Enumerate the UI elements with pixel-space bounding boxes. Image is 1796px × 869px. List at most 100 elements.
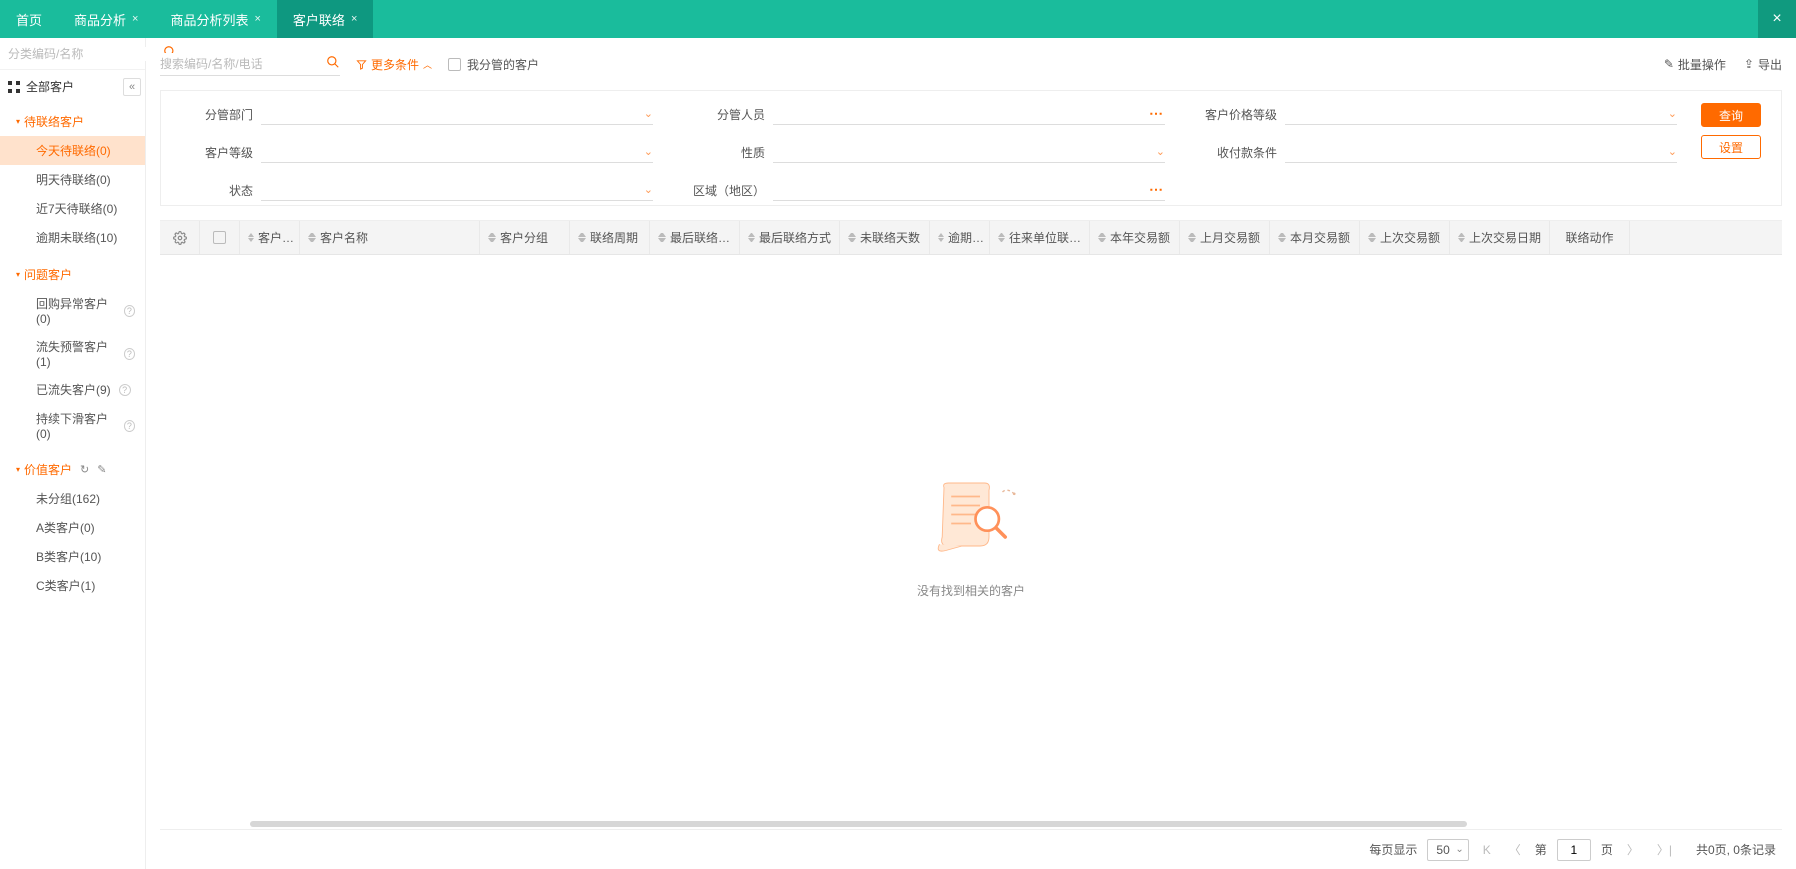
- filter-input[interactable]: ⌄: [1285, 141, 1677, 163]
- sort-icon: [1458, 232, 1465, 244]
- sidebar-collapse-button[interactable]: «: [123, 78, 141, 96]
- filter-input[interactable]: ⌄: [1285, 103, 1677, 125]
- chevron-up-icon: ︿: [423, 58, 432, 71]
- caret-down-icon: ▾: [16, 465, 20, 474]
- empty-illustration-icon: [916, 474, 1026, 564]
- sidebar-item-ungrouped[interactable]: 未分组(162): [0, 484, 145, 513]
- column-label: 上次交易额: [1380, 229, 1440, 246]
- column-label: 最后联络…: [670, 229, 730, 246]
- table-column-header[interactable]: 最后联络…: [650, 221, 740, 254]
- sidebar-item-label: B类客户(10): [36, 548, 101, 565]
- filter-input[interactable]: ⌄: [773, 141, 1165, 163]
- table-column-header[interactable]: 未联络天数: [840, 221, 930, 254]
- sidebar-item-today[interactable]: 今天待联络(0): [0, 136, 145, 165]
- sort-icon: [308, 232, 316, 244]
- more-conditions-toggle[interactable]: 更多条件 ︿: [356, 56, 432, 73]
- query-button[interactable]: 查询: [1701, 103, 1761, 127]
- sort-icon: [938, 232, 944, 244]
- per-page-select[interactable]: 50 ⌄: [1427, 839, 1468, 861]
- per-page-value: 50: [1436, 843, 1449, 857]
- table-column-header[interactable]: 客户分组: [480, 221, 570, 254]
- table-column-header[interactable]: 逾期…: [930, 221, 990, 254]
- filter-input[interactable]: ⌄: [261, 179, 653, 201]
- more-conditions-label: 更多条件: [371, 56, 419, 73]
- table-column-header[interactable]: 上次交易额: [1360, 221, 1450, 254]
- chevron-down-icon: ⌄: [644, 183, 653, 196]
- my-customers-checkbox[interactable]: 我分管的客户: [448, 56, 539, 73]
- sidebar-item-repurchase-abnormal[interactable]: 回购异常客户(0)?: [0, 289, 145, 332]
- help-icon[interactable]: ?: [124, 348, 135, 360]
- search-icon[interactable]: [326, 55, 340, 72]
- help-icon[interactable]: ?: [124, 420, 135, 432]
- filter-input[interactable]: ⋯: [773, 179, 1165, 201]
- sidebar-item-churn-warning[interactable]: 流失预警客户(1)?: [0, 332, 145, 375]
- close-icon[interactable]: ×: [351, 13, 357, 25]
- filter-input[interactable]: ⌄: [261, 141, 653, 163]
- close-all-button[interactable]: ×: [1758, 0, 1796, 38]
- table-settings-button[interactable]: [160, 221, 200, 254]
- table-column-header[interactable]: 上月交易额: [1180, 221, 1270, 254]
- sidebar-group-title[interactable]: ▾ 价值客户 ↻ ✎: [0, 455, 145, 484]
- sort-icon: [578, 232, 586, 244]
- filter-field: 区域（地区）⋯: [693, 179, 1165, 201]
- edit-icon[interactable]: ✎: [97, 463, 106, 476]
- sidebar-item-7days[interactable]: 近7天待联络(0): [0, 194, 145, 223]
- toolbar: 更多条件 ︿ 我分管的客户 ✎ 批量操作 ⇪ 导出: [160, 48, 1782, 80]
- close-icon[interactable]: ×: [254, 13, 260, 25]
- chevron-down-icon: ⌄: [1455, 844, 1463, 855]
- checkbox-label: 我分管的客户: [467, 56, 539, 73]
- tab-product-analysis-list[interactable]: 商品分析列表 ×: [154, 0, 276, 38]
- batch-actions-button[interactable]: ✎ 批量操作: [1664, 56, 1726, 73]
- sidebar-item-class-b[interactable]: B类客户(10): [0, 542, 145, 571]
- table-column-header[interactable]: 联络动作: [1550, 221, 1630, 254]
- help-icon[interactable]: ?: [124, 305, 135, 317]
- select-all-checkbox[interactable]: [200, 221, 240, 254]
- sidebar-item-label: 明天待联络(0): [36, 171, 111, 188]
- pager-last-button[interactable]: 〉|: [1653, 841, 1676, 858]
- help-icon[interactable]: ?: [119, 384, 131, 396]
- export-button[interactable]: ⇪ 导出: [1744, 56, 1782, 73]
- tab-customer-contact[interactable]: 客户联络 ×: [277, 0, 373, 38]
- table-column-header[interactable]: 最后联络方式: [740, 221, 840, 254]
- pager-next-button[interactable]: 〉: [1623, 841, 1643, 858]
- export-label: 导出: [1758, 56, 1782, 73]
- filter-input[interactable]: ⌄: [261, 103, 653, 125]
- search-input[interactable]: [160, 53, 340, 76]
- table-column-header[interactable]: 客户…: [240, 221, 300, 254]
- table-column-header[interactable]: 本年交易额: [1090, 221, 1180, 254]
- pager-page-input[interactable]: [1557, 839, 1591, 861]
- sidebar-item-churned[interactable]: 已流失客户(9)?: [0, 375, 145, 404]
- caret-down-icon: ▾: [16, 117, 20, 126]
- table-column-header[interactable]: 往来单位联…: [990, 221, 1090, 254]
- column-label: 本年交易额: [1110, 229, 1170, 246]
- sort-icon: [488, 232, 496, 244]
- table-column-header[interactable]: 上次交易日期: [1450, 221, 1550, 254]
- sidebar-item-overdue[interactable]: 逾期未联络(10): [0, 223, 145, 252]
- pager-prev-button[interactable]: 〈: [1505, 841, 1525, 858]
- tab-product-analysis[interactable]: 商品分析 ×: [58, 0, 154, 38]
- pager-page-prefix: 第: [1535, 841, 1547, 858]
- sidebar-item-class-a[interactable]: A类客户(0): [0, 513, 145, 542]
- table-column-header[interactable]: 本月交易额: [1270, 221, 1360, 254]
- gear-icon: [173, 231, 187, 245]
- column-label: 联络周期: [590, 229, 638, 246]
- sidebar-item-declining[interactable]: 持续下滑客户(0)?: [0, 404, 145, 447]
- pager-first-button[interactable]: K: [1479, 843, 1495, 857]
- sidebar-item-tomorrow[interactable]: 明天待联络(0): [0, 165, 145, 194]
- sidebar-item-class-c[interactable]: C类客户(1): [0, 571, 145, 600]
- settings-button[interactable]: 设置: [1701, 135, 1761, 159]
- tab-home[interactable]: 首页: [0, 0, 58, 38]
- ellipsis-icon: ⋯: [1149, 105, 1165, 122]
- table-column-header[interactable]: 联络周期: [570, 221, 650, 254]
- sidebar-group-title[interactable]: ▾ 待联络客户: [0, 107, 145, 136]
- sidebar-item-label: 回购异常客户(0): [36, 295, 116, 326]
- tab-label: 商品分析列表: [170, 10, 248, 29]
- close-icon[interactable]: ×: [132, 13, 138, 25]
- refresh-icon[interactable]: ↻: [80, 463, 89, 476]
- horizontal-scrollbar[interactable]: [160, 819, 1782, 829]
- table-column-header[interactable]: 客户名称: [300, 221, 480, 254]
- sidebar-group-title[interactable]: ▾ 问题客户: [0, 260, 145, 289]
- sidebar-search-input[interactable]: [8, 47, 163, 61]
- caret-down-icon: ▾: [16, 270, 20, 279]
- filter-input[interactable]: ⋯: [773, 103, 1165, 125]
